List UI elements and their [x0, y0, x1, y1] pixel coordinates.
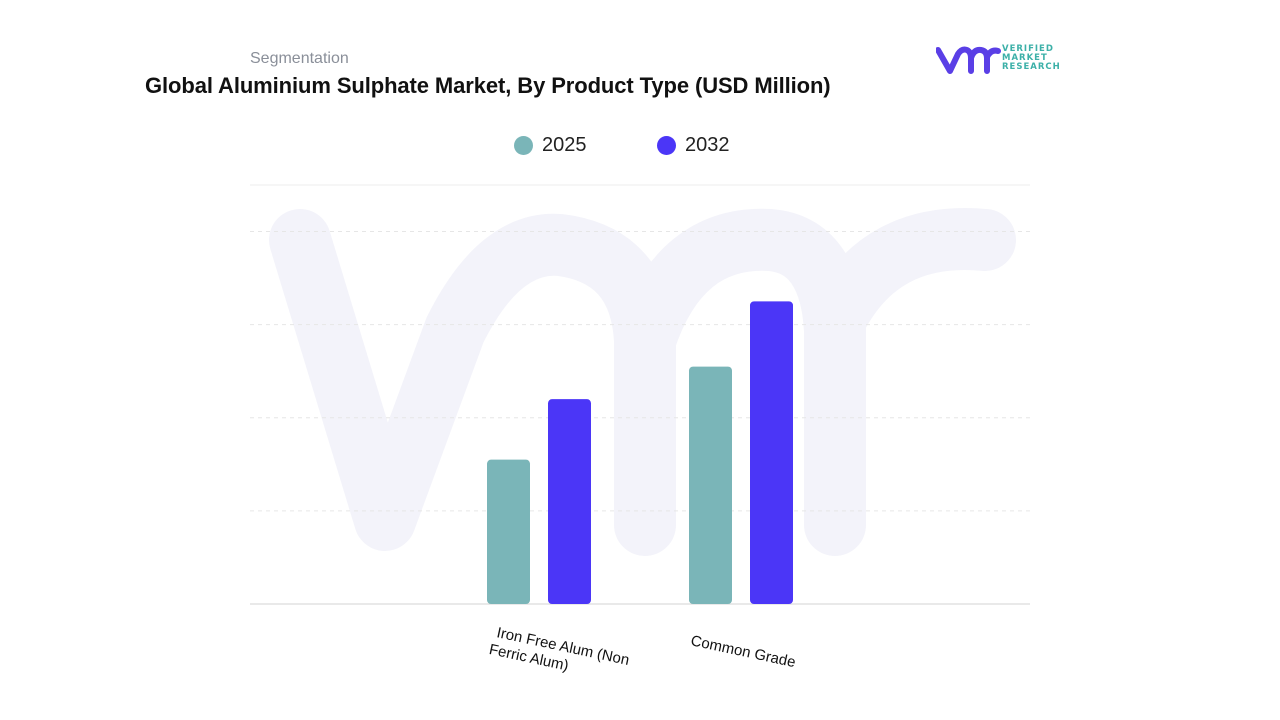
logo-text: VERIFIED MARKET RESEARCH [1002, 45, 1061, 72]
category-label-line: Common Grade [689, 632, 797, 671]
legend-swatch-2032 [657, 136, 676, 155]
segmentation-label: Segmentation [250, 50, 349, 67]
watermark-logo-icon [269, 208, 1016, 556]
bar-2032-1 [548, 399, 591, 604]
legend-label-2025: 2025 [542, 134, 587, 156]
legend-item-2025: 2025 [514, 134, 587, 157]
legend-swatch-2025 [514, 136, 533, 155]
logo-text-line1: VERIFIED [1002, 44, 1054, 54]
category-labels: Iron Free Alum (NonFerric Alum) Common Gr… [488, 623, 798, 686]
category-label-1: Iron Free Alum (NonFerric Alum) [488, 623, 631, 686]
chart-title: Global Aluminium Sulphate Market, By Pro… [145, 73, 831, 98]
bar-2032-2 [750, 301, 793, 604]
bar-2025-1 [487, 459, 530, 604]
chart-legend: 2025 2032 [0, 134, 1280, 164]
legend-label-2032: 2032 [685, 134, 730, 156]
legend-item-2032: 2032 [657, 134, 730, 157]
logo-text-line2: MARKET [1002, 53, 1048, 63]
vmr-logo-icon [936, 46, 1001, 74]
category-label-2: Common Grade [689, 632, 797, 671]
grid-lines [250, 184, 1030, 605]
bar-2025-2 [689, 366, 732, 604]
logo-text-line3: RESEARCH [1002, 62, 1061, 72]
bars [487, 301, 793, 604]
